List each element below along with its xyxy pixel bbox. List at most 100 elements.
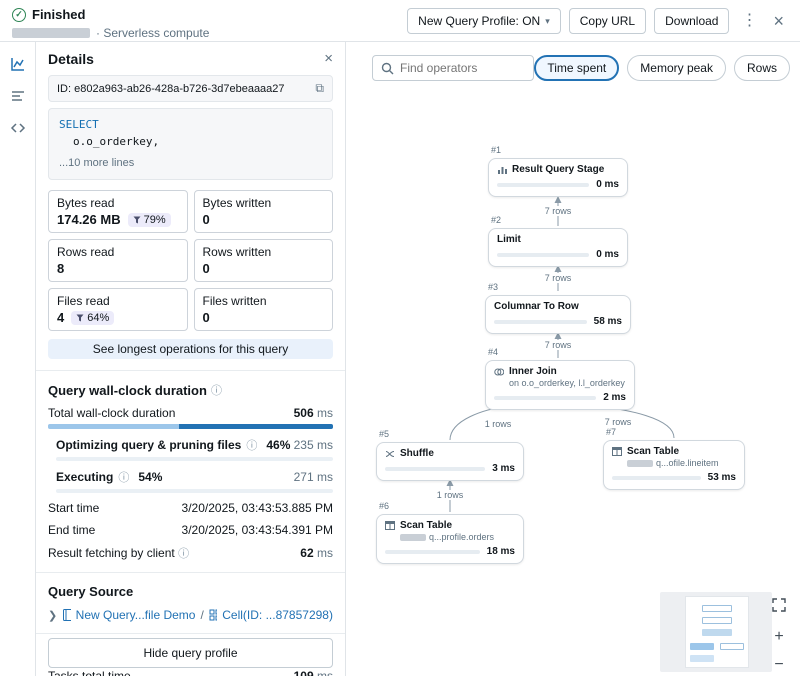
total-duration-bar <box>48 424 333 430</box>
dag-node-columnar-to-row[interactable]: #3 Columnar To Row 58 ms <box>485 282 631 334</box>
copy-id-icon[interactable]: ⧉ <box>315 81 324 95</box>
node-number: #2 <box>491 215 502 225</box>
dag-node-scan-table-orders[interactable]: #6 Scan Table q...profile.orders 18 ms <box>376 501 524 564</box>
edge-label: 1 rows <box>481 419 515 429</box>
query-id-box: ID: e802a963-ab26-428a-b726-3d7ebeaaaa27… <box>48 75 333 102</box>
download-button[interactable]: Download <box>654 8 730 34</box>
end-time-value: 3/20/2025, 03:43:54.391 PM <box>181 523 333 538</box>
dag-node-inner-join[interactable]: #4 Inner Join on o.o_orderkey, l.l_order… <box>485 347 635 410</box>
metric-label: Files written <box>202 294 267 309</box>
metric-files-written: Files written 0 <box>193 288 333 332</box>
metric-value: 8 <box>57 261 65 277</box>
query-id: ID: e802a963-ab26-428a-b726-3d7ebeaaaa27 <box>57 82 285 95</box>
node-number: #3 <box>488 282 499 292</box>
cell-grid-icon <box>209 609 218 621</box>
metric-label: Rows written <box>202 245 272 260</box>
dag-minimap[interactable] <box>660 592 772 672</box>
dag-node-shuffle[interactable]: #5 Shuffle 3 ms <box>376 429 524 481</box>
finished-check-icon: ✓ <box>12 7 26 22</box>
dag-node-scan-table-lineitem[interactable]: #7 Scan Table q...ofile.lineitem 53 ms <box>603 427 745 490</box>
fit-to-screen-button[interactable] <box>768 594 790 616</box>
executing-label: Executing <box>56 470 114 485</box>
source-notebook-link[interactable]: New Query...file Demo <box>75 608 196 623</box>
stage-icon <box>498 166 507 174</box>
list-tab-icon[interactable] <box>10 88 26 104</box>
node-value: 58 ms <box>593 316 622 327</box>
node-title: Inner Join <box>509 366 557 377</box>
toggle-time-spent[interactable]: Time spent <box>534 55 620 81</box>
metric-bytes-read: Bytes read 174.26 MB 79% <box>48 190 188 234</box>
topbar: ✓ Finished · Serverless compute New Quer… <box>0 0 800 42</box>
sql-preview[interactable]: SELECT o.o_orderkey, ...10 more lines <box>48 108 333 181</box>
source-cell-link[interactable]: Cell(ID: ...87857298) <box>222 608 333 623</box>
redacted-catalog <box>400 533 426 541</box>
toggle-memory-peak[interactable]: Memory peak <box>627 55 726 81</box>
edge-label: 1 rows <box>433 490 467 500</box>
new-query-profile-dropdown[interactable]: New Query Profile: ON ▾ <box>407 8 561 34</box>
metric-rows-read: Rows read 8 <box>48 239 188 283</box>
tasks-total-value: 109 ms <box>294 669 333 676</box>
sql-more-lines: ...10 more lines <box>59 157 135 170</box>
executing-value: 271 ms <box>293 470 333 485</box>
topbar-left: ✓ Finished · Serverless compute <box>12 7 209 40</box>
find-operators-search[interactable] <box>372 55 534 81</box>
details-close-icon[interactable]: × <box>324 50 333 67</box>
dag-toolbar: Time spent Memory peak Rows <box>372 55 790 81</box>
info-icon[interactable]: ⓘ <box>178 548 190 561</box>
edge-label: 7 rows <box>601 417 635 427</box>
zoom-out-button[interactable]: − <box>768 654 790 676</box>
notebook-icon <box>63 609 71 622</box>
executing-pct: 54% <box>138 470 163 485</box>
start-time-label: Start time <box>48 501 100 516</box>
dag-node-result-query-stage[interactable]: #1 Result Query Stage 0 ms <box>488 145 628 197</box>
metric-value: 4 <box>57 310 65 326</box>
details-title: Details <box>48 50 94 67</box>
toggle-rows[interactable]: Rows <box>733 55 790 81</box>
metric-value: 0 <box>202 310 210 326</box>
info-icon[interactable]: ⓘ <box>210 385 222 398</box>
node-subtitle: q...profile.orders <box>429 532 495 542</box>
divider <box>36 633 345 635</box>
new-query-profile-label: New Query Profile: ON <box>418 14 541 28</box>
node-number: #6 <box>379 501 390 511</box>
zoom-in-button[interactable]: + <box>768 626 790 648</box>
sql-line: o.o_orderkey, <box>73 135 160 149</box>
details-panel: Details × ID: e802a963-ab26-428a-b726-3d… <box>36 42 346 676</box>
code-tab-icon[interactable] <box>10 120 26 136</box>
optimizing-bar <box>56 457 333 462</box>
divider <box>36 370 345 372</box>
metric-bytes-written: Bytes written 0 <box>193 190 333 234</box>
search-input[interactable] <box>400 61 524 75</box>
compute-label: · Serverless compute <box>96 26 210 40</box>
node-title: Scan Table <box>627 446 680 457</box>
chevron-right-icon[interactable]: ❯ <box>48 609 58 622</box>
optimizing-label: Optimizing query & pruning files <box>56 438 242 453</box>
status-label: Finished <box>32 7 86 22</box>
dag-edges <box>446 196 675 512</box>
copy-url-button[interactable]: Copy URL <box>568 8 647 34</box>
metric-toggle-group: Time spent Memory peak Rows <box>534 55 790 81</box>
optimizing-pct: 46% <box>266 438 291 453</box>
left-rail <box>0 42 36 676</box>
dag-node-limit[interactable]: #2 Limit 0 ms <box>488 215 628 267</box>
executing-bar <box>56 489 333 494</box>
shuffle-icon <box>385 450 395 457</box>
node-title: Result Query Stage <box>512 164 605 175</box>
kebab-menu-icon[interactable]: ⋮ <box>737 11 761 31</box>
chart-tab-icon[interactable] <box>10 56 26 72</box>
info-icon[interactable]: ⓘ <box>118 472 130 485</box>
node-title: Shuffle <box>400 448 434 459</box>
hide-query-profile-button[interactable]: Hide query profile <box>48 638 333 668</box>
metric-label: Bytes written <box>202 196 272 211</box>
close-icon[interactable]: × <box>769 10 788 32</box>
metric-label: Bytes read <box>57 196 115 211</box>
info-icon[interactable]: ⓘ <box>246 440 258 453</box>
table-icon <box>385 521 395 530</box>
longest-operations-link[interactable]: See longest operations for this query <box>48 339 333 360</box>
node-subtitle: q...ofile.lineitem <box>656 458 719 468</box>
node-value: 2 ms <box>603 392 626 403</box>
query-source-title: Query Source <box>48 584 134 600</box>
topbar-actions: New Query Profile: ON ▾ Copy URL Downloa… <box>407 8 788 34</box>
metric-files-read: Files read 4 64% <box>48 288 188 332</box>
node-subtitle: on o.o_orderkey, l.l_orderkey <box>509 378 625 388</box>
